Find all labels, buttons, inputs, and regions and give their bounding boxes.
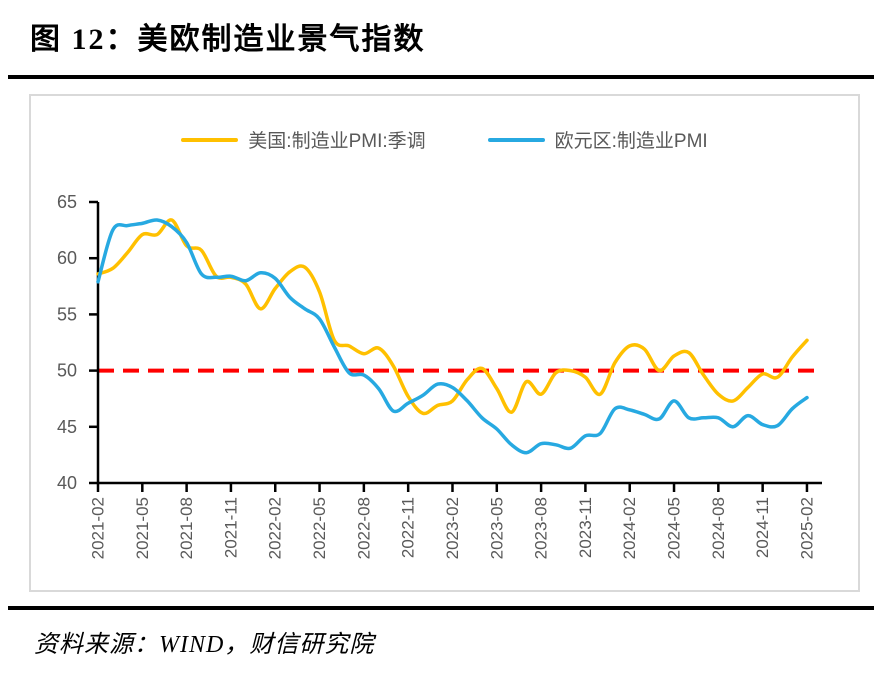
x-tick-label: 2021-11 — [221, 497, 240, 558]
data-source: 资料来源：WIND，财信研究院 — [34, 632, 375, 658]
x-tick-label: 2024-11 — [753, 497, 772, 558]
x-tick-label: 2021-02 — [89, 497, 108, 559]
x-tick-label: 2024-05 — [665, 497, 684, 559]
chart-legend: 美国:制造业PMI:季调 欧元区:制造业PMI — [31, 126, 858, 153]
us-line-swatch — [181, 137, 239, 142]
eurozone-line-swatch — [487, 137, 545, 142]
eurozone-pmi-line — [96, 218, 809, 455]
x-tick-label: 2023-08 — [532, 497, 551, 559]
x-tick-label: 2022-02 — [266, 497, 285, 559]
x-tick-label: 2025-02 — [797, 497, 816, 559]
chart-panel: 40 45 50 55 60 65 2021-02 2021-05 2021-08 2021-11… — [29, 94, 860, 592]
x-tick-label: 2022-05 — [310, 497, 329, 559]
legend-item-eurozone: 欧元区:制造业PMI — [487, 126, 708, 153]
title-divider — [8, 75, 874, 79]
legend-item-us: 美国:制造业PMI:季调 — [181, 126, 426, 153]
us-pmi-line — [96, 218, 809, 416]
x-tick-label: 2023-02 — [443, 497, 462, 559]
x-tick-label: 2023-05 — [487, 497, 506, 559]
x-tick-label: 2024-08 — [709, 497, 728, 559]
x-tick-label: 2024-02 — [620, 497, 639, 559]
x-tick-label: 2021-05 — [133, 497, 152, 559]
legend-label-us: 美国:制造业PMI:季调 — [248, 131, 426, 152]
y-tick-label: 40 — [57, 473, 77, 493]
y-tick-label: 65 — [57, 192, 77, 212]
x-tick-label: 2021-08 — [177, 497, 196, 559]
figure-title: 图 12：美欧制造业景气指数 — [30, 23, 426, 56]
axes — [96, 202, 822, 485]
y-tick-label: 50 — [57, 361, 77, 381]
y-tick-label: 55 — [57, 304, 77, 324]
legend-label-eurozone: 欧元区:制造业PMI — [554, 131, 708, 152]
x-tick-label: 2022-08 — [354, 497, 373, 559]
y-tick-label: 60 — [57, 248, 77, 268]
x-tick-label: 2023-11 — [576, 497, 595, 558]
y-tick-label: 45 — [57, 417, 77, 437]
pmi-line-chart: 40 45 50 55 60 65 2021-02 2021-05 2021-08 2021-11… — [57, 192, 822, 559]
x-tick-label: 2022-11 — [399, 497, 418, 558]
footer-divider — [8, 606, 874, 610]
